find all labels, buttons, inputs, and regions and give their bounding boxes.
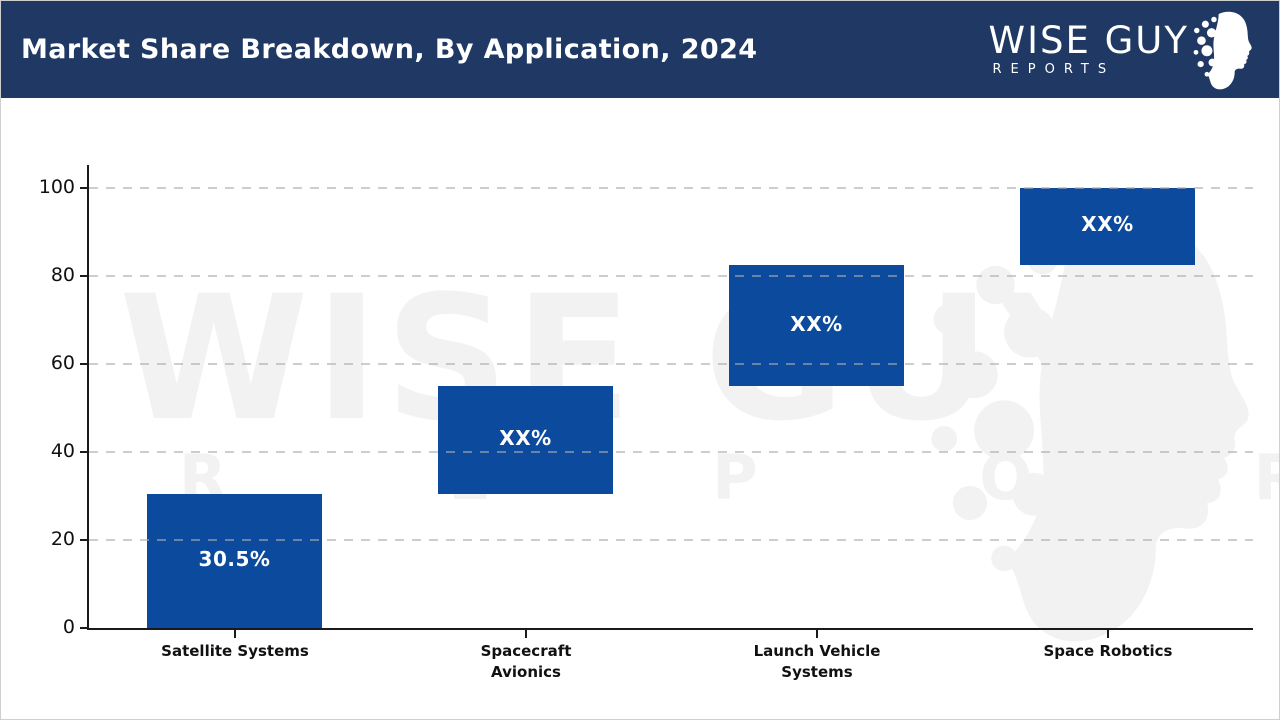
gridline-60	[89, 363, 1253, 365]
gridline-80	[89, 275, 1253, 277]
wiseguy-logo: WISE GUY REPORTS	[989, 7, 1267, 93]
y-axis	[87, 165, 89, 630]
bar-segment	[438, 386, 613, 494]
wiseguy-logo-text: WISE GUY REPORTS	[988, 19, 1189, 77]
y-tick-label: 0	[62, 616, 75, 638]
y-tick-label: 80	[50, 264, 75, 286]
gridline-40	[89, 451, 1253, 453]
x-tick-mark	[525, 630, 527, 638]
x-tick-mark	[1107, 630, 1109, 638]
y-tick-mark	[80, 187, 89, 189]
bar-segment	[1020, 188, 1195, 265]
gridline-20	[89, 539, 1253, 541]
bar-value-label: XX%	[790, 312, 843, 336]
wiseguy-head-icon	[1193, 11, 1252, 89]
gridline-100	[89, 187, 1253, 189]
bar-segment	[729, 265, 904, 386]
category-label: Space Robotics	[1043, 642, 1173, 660]
watermark-wordmark: WISE GUY	[119, 258, 1128, 459]
category-label: Satellite Systems	[161, 642, 309, 660]
y-tick-mark	[80, 363, 89, 365]
y-tick-label: 40	[50, 440, 75, 462]
y-tick-mark	[80, 275, 89, 277]
y-tick-mark	[80, 539, 89, 541]
y-tick-mark	[80, 451, 89, 453]
y-tick-label: 100	[38, 176, 75, 198]
category-label: Spacecraft Avionics	[480, 642, 572, 681]
x-axis	[87, 628, 1253, 630]
logo-wordmark: WISE GUY	[988, 19, 1189, 63]
y-tick-label: 20	[50, 528, 75, 550]
bar-segment	[147, 493, 322, 628]
y-tick-mark	[80, 627, 89, 629]
header: Market Share Breakdown, By Application, …	[1, 1, 1279, 98]
category-label: Launch Vehicle Systems	[753, 642, 881, 681]
bar-value-label: XX%	[1081, 212, 1134, 236]
x-tick-mark	[816, 630, 818, 638]
bar-value-label: 30.5%	[198, 547, 271, 571]
bar-value-label: XX%	[499, 426, 552, 450]
y-tick-label: 60	[50, 352, 75, 374]
logo-subtitle: REPORTS	[992, 61, 1116, 77]
page-title: Market Share Breakdown, By Application, …	[21, 34, 758, 65]
x-tick-mark	[234, 630, 236, 638]
